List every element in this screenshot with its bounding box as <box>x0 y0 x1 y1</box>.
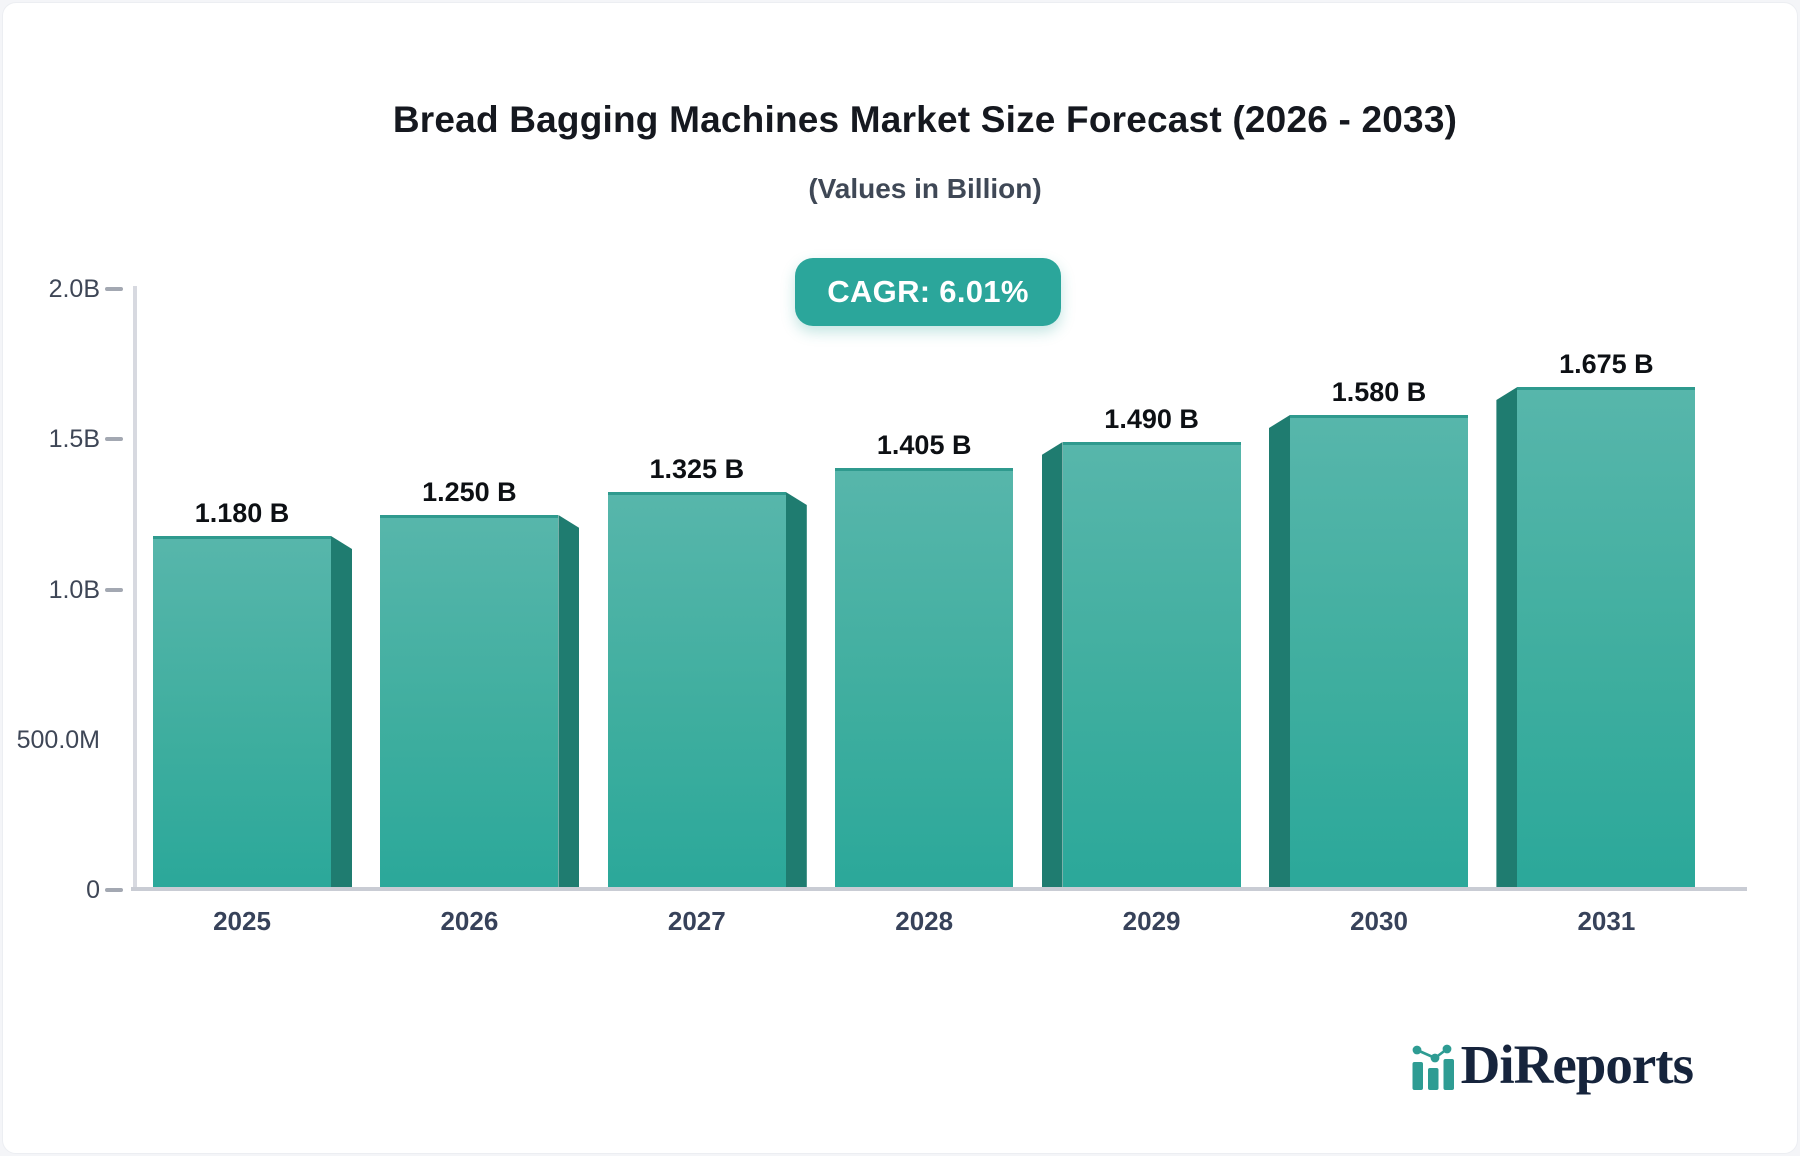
bar-3d-side <box>1496 387 1518 887</box>
bar-value-label: 1.405 B <box>876 430 972 460</box>
x-axis-line <box>131 887 1747 891</box>
chart-title: Bread Bagging Machines Market Size Forec… <box>392 99 1458 140</box>
y-tick-label: 2.0B <box>48 275 100 304</box>
bar-3d-side <box>1269 415 1290 887</box>
bar <box>153 536 331 887</box>
bar-3d-side <box>1041 442 1063 887</box>
bar <box>835 468 1014 887</box>
brand-name: DiReports <box>1460 1034 1694 1095</box>
x-axis-category-label: 2031 <box>1577 906 1636 936</box>
y-tick-dash <box>105 587 123 592</box>
bar <box>1062 442 1241 887</box>
x-axis-category-label: 2028 <box>895 906 954 936</box>
y-tick-label: 0 <box>86 876 100 904</box>
bar-3d-side <box>558 515 580 887</box>
bar-value-label: 1.325 B <box>649 454 745 484</box>
x-axis-category-label: 2027 <box>667 906 726 936</box>
y-tick-dash <box>105 888 123 892</box>
bar-3d-side <box>331 536 352 887</box>
bar-value-label: 1.490 B <box>1104 404 1199 434</box>
cagr-badge: CAGR: 6.01% <box>795 258 1061 326</box>
y-tick-label: 1.0B <box>48 575 100 604</box>
bar-value-label: 1.675 B <box>1559 349 1654 379</box>
bar-chart-logo-icon <box>1412 1044 1454 1090</box>
bar <box>607 492 786 887</box>
bar-value-label: 1.580 B <box>1331 377 1427 407</box>
brand-logo: DiReports <box>1412 1034 1694 1095</box>
bar <box>380 515 559 887</box>
y-tick-dash <box>105 287 123 292</box>
bar-value-label: 1.250 B <box>422 477 517 507</box>
y-tick-dash <box>105 437 123 442</box>
bar-3d-side <box>785 492 807 887</box>
bar <box>1517 387 1696 887</box>
y-tick-label: 1.5B <box>48 425 100 454</box>
x-axis-category-label: 2029 <box>1122 906 1181 936</box>
bar-value-label: 1.180 B <box>194 498 290 528</box>
y-tick-label: 500.0M <box>16 725 100 754</box>
bar <box>1290 415 1468 887</box>
x-axis-category-label: 2026 <box>440 906 499 936</box>
chart-subtitle: (Values in Billion) <box>808 173 1042 204</box>
x-axis-category-label: 2030 <box>1350 906 1408 936</box>
y-axis-line <box>133 286 137 891</box>
x-axis-category-label: 2025 <box>213 906 271 936</box>
